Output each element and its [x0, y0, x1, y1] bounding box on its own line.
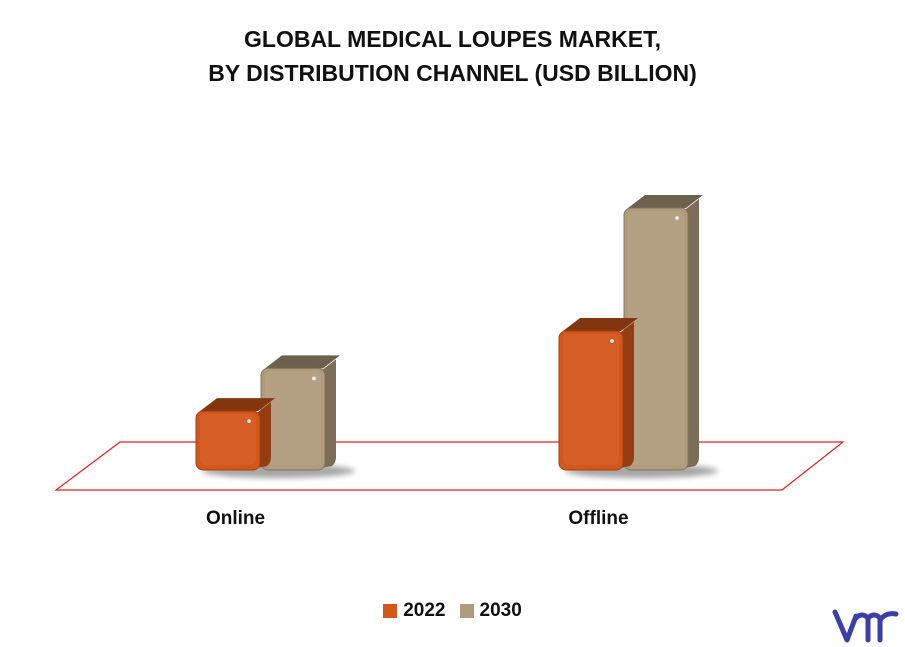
chart-title: GLOBAL MEDICAL LOUPES MARKET, BY DISTRIB… — [0, 22, 905, 90]
x-axis-labels: Online Offline — [206, 508, 629, 529]
legend-swatch-2022 — [383, 604, 398, 618]
chart-title-line-1: GLOBAL MEDICAL LOUPES MARKET, — [244, 26, 661, 52]
chart-legend: 2022 2030 — [0, 600, 905, 622]
bar-offline-2022 — [558, 317, 638, 471]
bars-layer — [195, 195, 718, 478]
legend-label-2030: 2030 — [479, 600, 522, 621]
legend-label-2022: 2022 — [403, 600, 446, 621]
bar-online-2030 — [260, 355, 340, 471]
legend-swatch-2030 — [459, 604, 474, 618]
chart-floor-plane — [54, 441, 845, 491]
bar-online-2022 — [195, 398, 275, 471]
bar-offline-2030 — [623, 195, 703, 471]
x-tick-label-online: Online — [206, 508, 265, 529]
legend-item-2030: 2030 — [459, 600, 522, 622]
chart-title-line-2: BY DISTRIBUTION CHANNEL (USD BILLION) — [208, 60, 697, 86]
vmr-logo-icon — [832, 609, 899, 643]
x-tick-label-offline: Offline — [568, 508, 628, 529]
chart-plot: Online Offline — [54, 195, 845, 529]
legend-item-2022: 2022 — [383, 600, 446, 622]
